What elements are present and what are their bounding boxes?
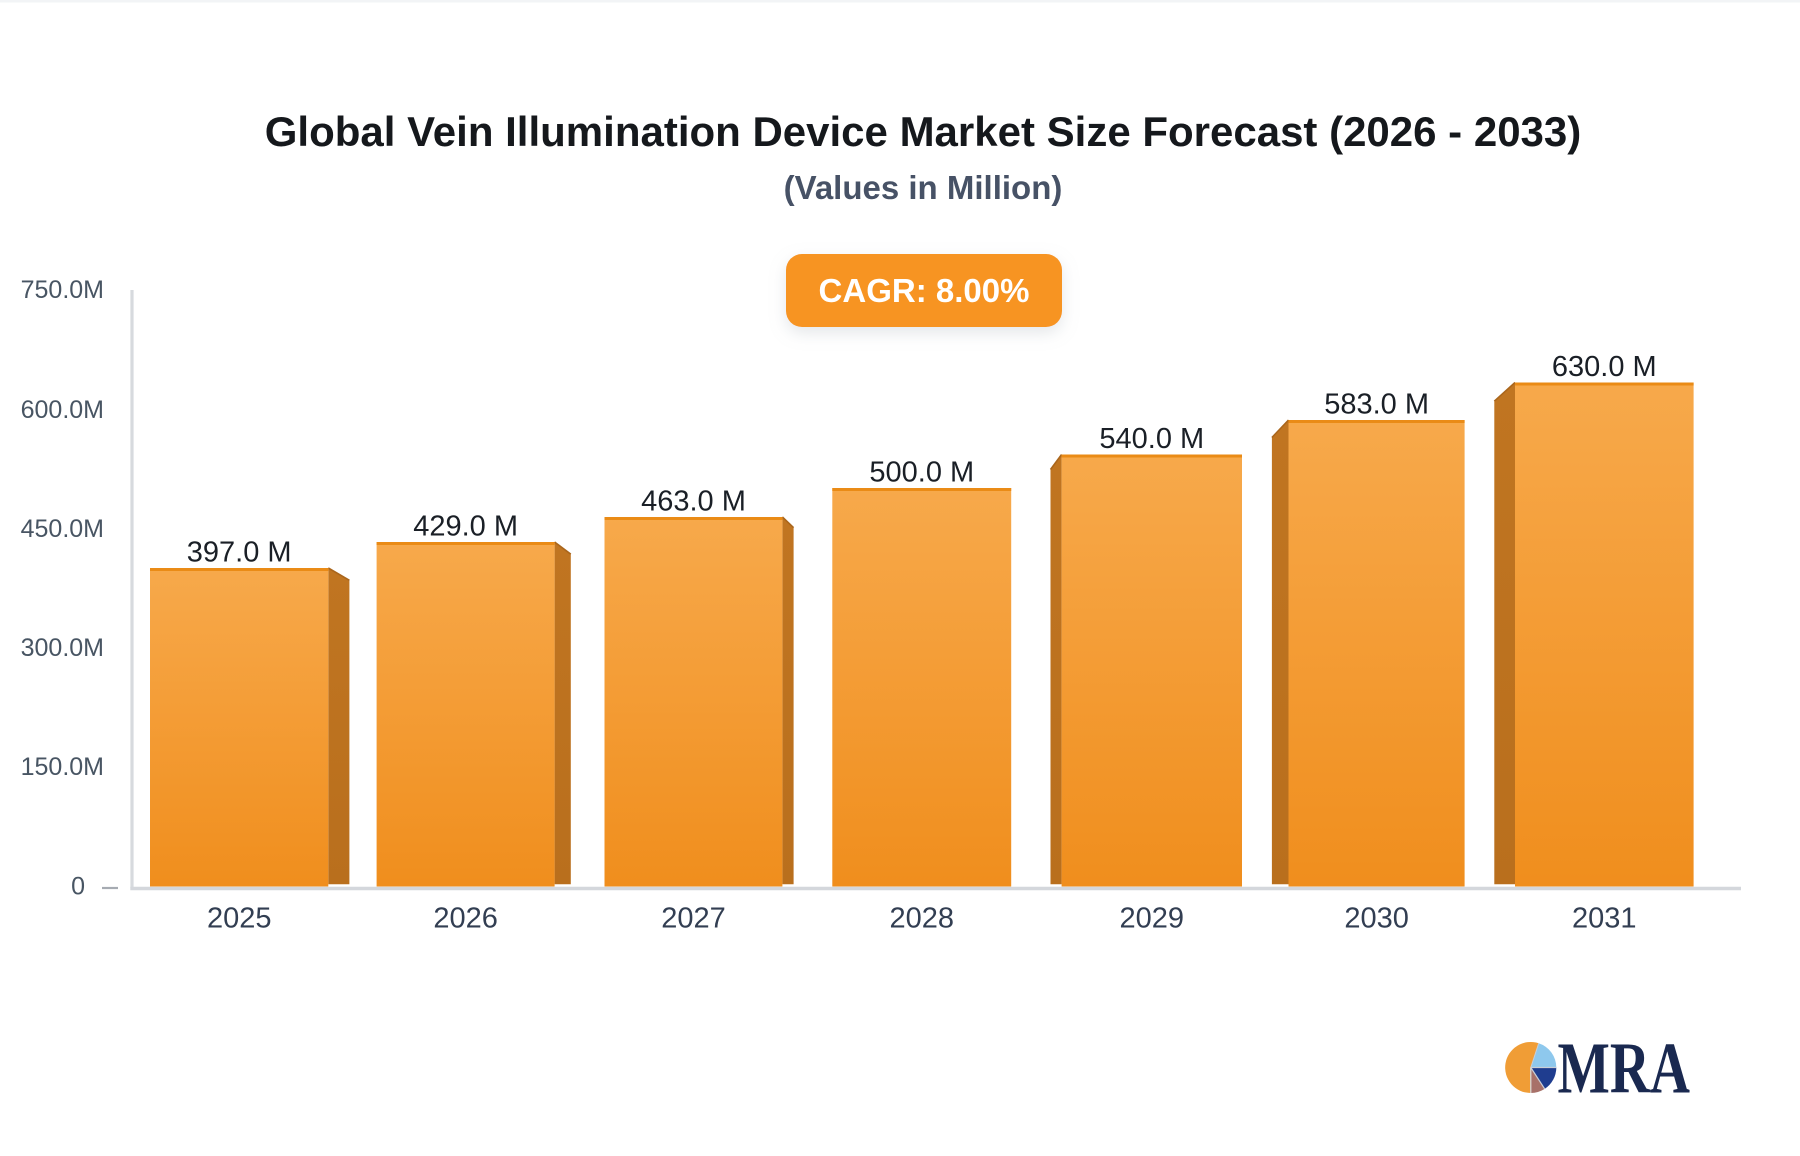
- svg-text:2029: 2029: [1120, 903, 1185, 935]
- svg-text:2026: 2026: [433, 903, 498, 935]
- svg-text:500.0 M: 500.0 M: [869, 457, 974, 489]
- svg-text:MRA: MRA: [1558, 1028, 1691, 1109]
- svg-text:0: 0: [71, 873, 85, 901]
- svg-text:300.0M: 300.0M: [21, 634, 104, 662]
- svg-text:2025: 2025: [207, 903, 272, 935]
- svg-text:2027: 2027: [661, 903, 726, 935]
- svg-text:450.0M: 450.0M: [21, 515, 104, 543]
- svg-text:600.0M: 600.0M: [21, 396, 104, 424]
- svg-text:150.0M: 150.0M: [21, 753, 104, 781]
- svg-text:2031: 2031: [1572, 903, 1637, 935]
- svg-text:750.0M: 750.0M: [21, 276, 104, 304]
- svg-text:Global Vein Illumination Devic: Global Vein Illumination Device Market S…: [265, 108, 1582, 155]
- svg-text:429.0 M: 429.0 M: [413, 511, 518, 543]
- svg-text:583.0 M: 583.0 M: [1324, 389, 1429, 421]
- svg-text:540.0 M: 540.0 M: [1099, 423, 1204, 455]
- svg-text:CAGR: 8.00%: CAGR: 8.00%: [819, 272, 1030, 309]
- svg-text:630.0 M: 630.0 M: [1552, 351, 1657, 383]
- svg-text:463.0 M: 463.0 M: [641, 486, 746, 518]
- svg-text:397.0 M: 397.0 M: [187, 537, 292, 569]
- svg-text:2028: 2028: [890, 903, 955, 935]
- svg-text:2030: 2030: [1344, 903, 1409, 935]
- svg-text:(Values in Million): (Values in Million): [784, 169, 1063, 206]
